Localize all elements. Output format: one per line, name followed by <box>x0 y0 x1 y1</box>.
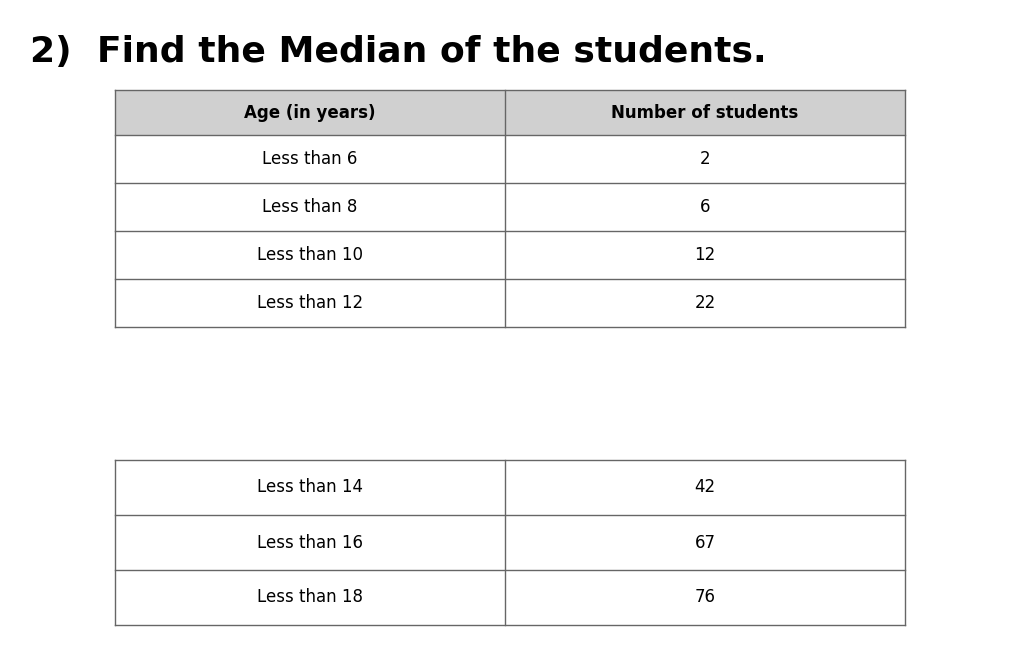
Text: 2: 2 <box>699 150 711 168</box>
Bar <box>505 183 905 231</box>
Bar <box>505 570 905 625</box>
Text: 22: 22 <box>694 294 716 312</box>
Text: Less than 16: Less than 16 <box>257 534 362 552</box>
Bar <box>115 570 505 625</box>
Text: Less than 12: Less than 12 <box>257 294 364 312</box>
Text: Less than 8: Less than 8 <box>262 198 357 216</box>
Text: Less than 10: Less than 10 <box>257 246 362 264</box>
Text: 12: 12 <box>694 246 716 264</box>
Text: Number of students: Number of students <box>611 103 799 121</box>
Text: Less than 6: Less than 6 <box>262 150 357 168</box>
Bar <box>115 231 505 279</box>
Bar <box>115 279 505 327</box>
Bar <box>115 515 505 570</box>
Text: 6: 6 <box>699 198 711 216</box>
Bar <box>115 90 505 135</box>
Bar <box>115 135 505 183</box>
Bar <box>505 90 905 135</box>
Bar <box>505 515 905 570</box>
Text: 42: 42 <box>694 478 716 496</box>
Text: 2)  Find the Median of the students.: 2) Find the Median of the students. <box>30 35 767 69</box>
Text: 76: 76 <box>694 588 716 606</box>
Bar <box>505 460 905 515</box>
Text: Age (in years): Age (in years) <box>245 103 376 121</box>
Text: Less than 14: Less than 14 <box>257 478 362 496</box>
Bar <box>115 460 505 515</box>
Bar <box>505 231 905 279</box>
Bar <box>505 279 905 327</box>
Bar <box>115 183 505 231</box>
Text: 67: 67 <box>694 534 716 552</box>
Text: Less than 18: Less than 18 <box>257 588 362 606</box>
Bar <box>505 135 905 183</box>
